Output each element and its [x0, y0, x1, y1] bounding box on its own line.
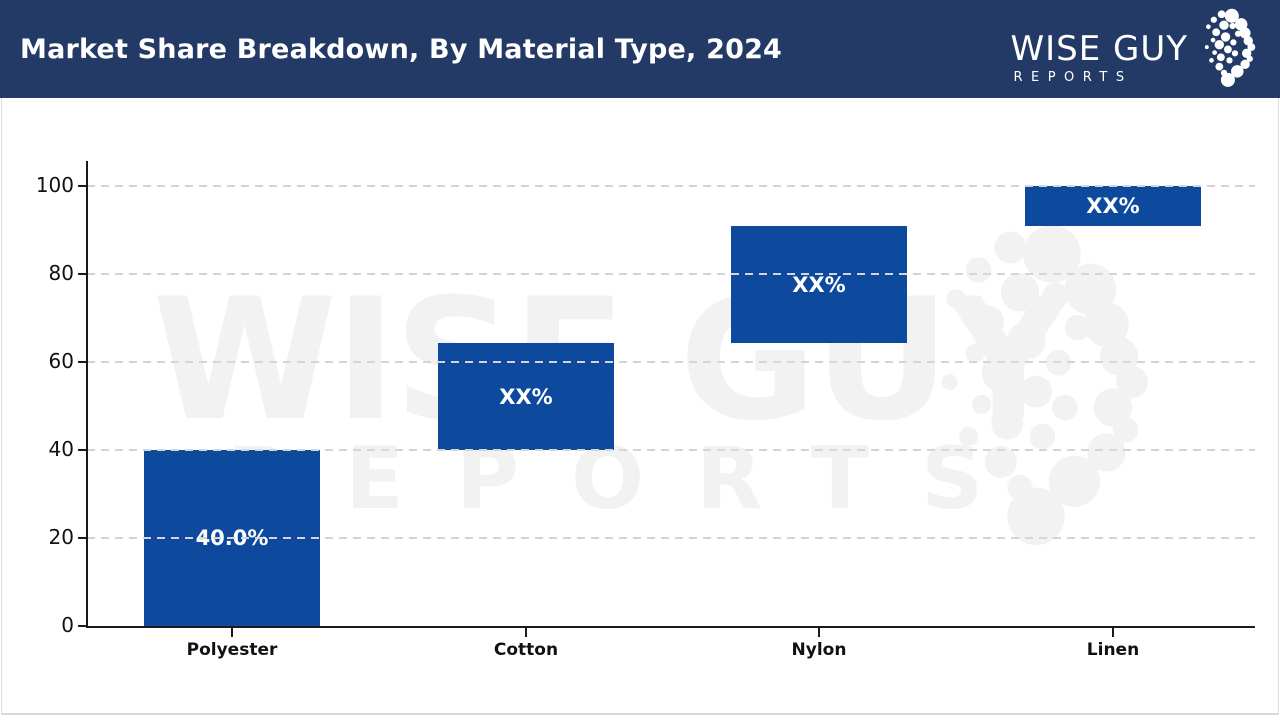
- logo-text: WISE GUY REPORTS: [1010, 32, 1188, 85]
- x-tick-mark: [525, 628, 527, 637]
- gridline-y-100: [87, 185, 1255, 187]
- gridline-y-60: [87, 361, 1255, 363]
- x-axis-label: Linen: [1086, 640, 1140, 660]
- logo-name: WISE GUY: [1010, 28, 1188, 69]
- x-axis-label: Cotton: [493, 640, 559, 660]
- bar-segment-nylon: XX%: [731, 226, 907, 344]
- y-tick-mark: [78, 273, 87, 275]
- x-axis-label: Polyester: [186, 640, 278, 660]
- y-tick-mark: [78, 449, 87, 451]
- dotted-face-icon: [1204, 8, 1256, 87]
- page-title: Market Share Breakdown, By Material Type…: [20, 33, 783, 65]
- y-tick-label: 100: [35, 173, 74, 197]
- y-tick-label: 40: [48, 437, 74, 461]
- wise-guy-reports-logo: WISE GUY REPORTS: [1010, 8, 1266, 94]
- y-tick-mark: [78, 185, 87, 187]
- bar-segment-linen: XX%: [1025, 186, 1201, 227]
- bar-value-label: XX%: [1086, 194, 1140, 219]
- gridline-y-20: [87, 537, 1255, 539]
- y-tick-label: 20: [48, 525, 74, 549]
- y-tick-mark: [78, 361, 87, 363]
- bar-segment-cotton: XX%: [438, 343, 614, 450]
- y-tick-label: 80: [48, 261, 74, 285]
- y-axis-line: [86, 161, 88, 628]
- x-tick-mark: [818, 628, 820, 637]
- gridline-y-40: [87, 449, 1255, 451]
- x-axis-label: Nylon: [791, 640, 847, 660]
- bar-value-label: XX%: [792, 272, 846, 297]
- y-tick-label: 60: [48, 349, 74, 373]
- bar-value-label: XX%: [499, 384, 553, 409]
- logo-subtitle: REPORTS: [1013, 69, 1133, 85]
- y-tick-label: 0: [61, 613, 74, 637]
- gridline-y-80: [87, 273, 1255, 275]
- x-tick-mark: [1112, 628, 1114, 637]
- x-tick-mark: [231, 628, 233, 637]
- header-bar: Market Share Breakdown, By Material Type…: [0, 0, 1280, 98]
- x-axis-line: [86, 626, 1255, 628]
- chart-panel: WISE GUY REPORTS 0 20 40 60 80 100 40.0% Polyes…: [1, 98, 1279, 715]
- y-tick-mark: [78, 537, 87, 539]
- y-tick-mark: [78, 625, 87, 627]
